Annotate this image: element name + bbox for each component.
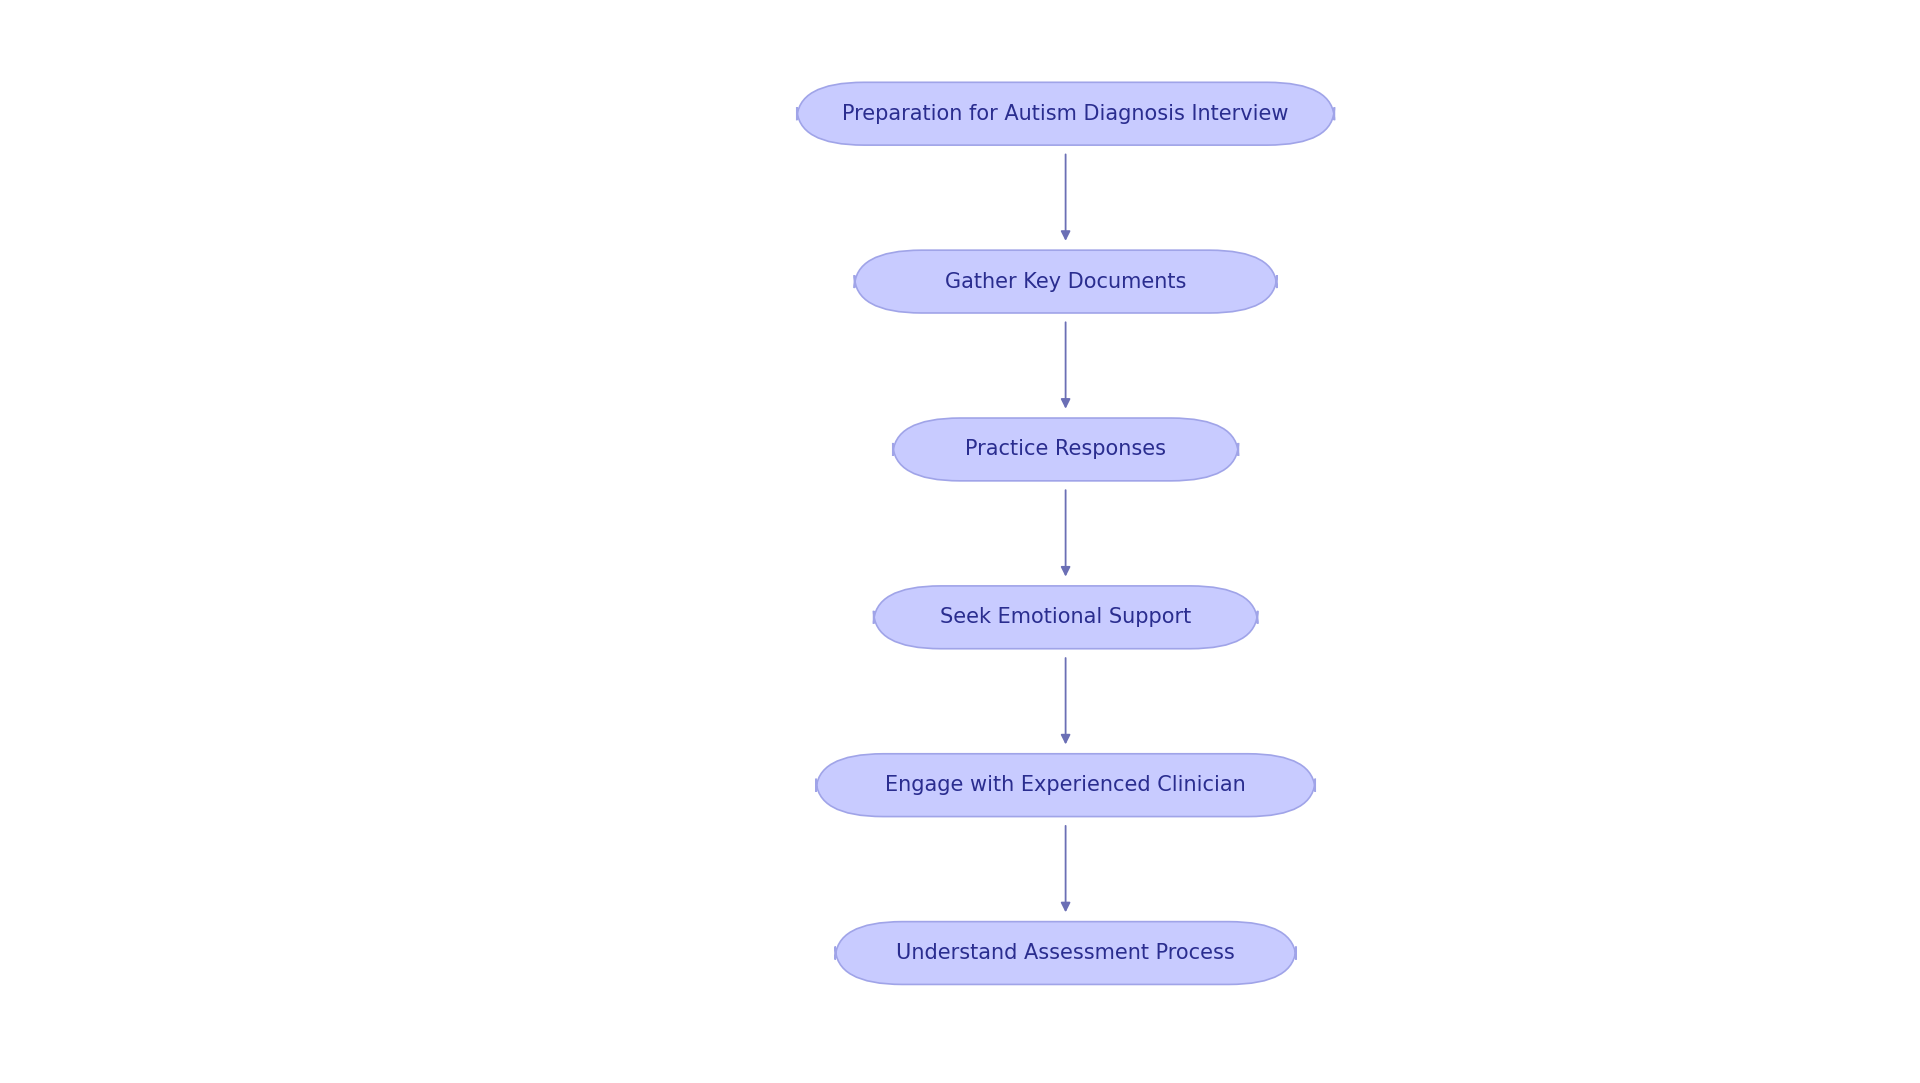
FancyBboxPatch shape — [797, 82, 1334, 145]
FancyBboxPatch shape — [835, 922, 1296, 984]
FancyBboxPatch shape — [854, 250, 1277, 313]
FancyBboxPatch shape — [874, 586, 1258, 649]
Text: Seek Emotional Support: Seek Emotional Support — [941, 608, 1190, 627]
FancyBboxPatch shape — [893, 418, 1238, 481]
Text: Practice Responses: Practice Responses — [966, 440, 1165, 459]
FancyBboxPatch shape — [816, 754, 1315, 817]
Text: Gather Key Documents: Gather Key Documents — [945, 272, 1187, 291]
Text: Engage with Experienced Clinician: Engage with Experienced Clinician — [885, 775, 1246, 795]
Text: Preparation for Autism Diagnosis Interview: Preparation for Autism Diagnosis Intervi… — [843, 104, 1288, 123]
Text: Understand Assessment Process: Understand Assessment Process — [897, 943, 1235, 963]
